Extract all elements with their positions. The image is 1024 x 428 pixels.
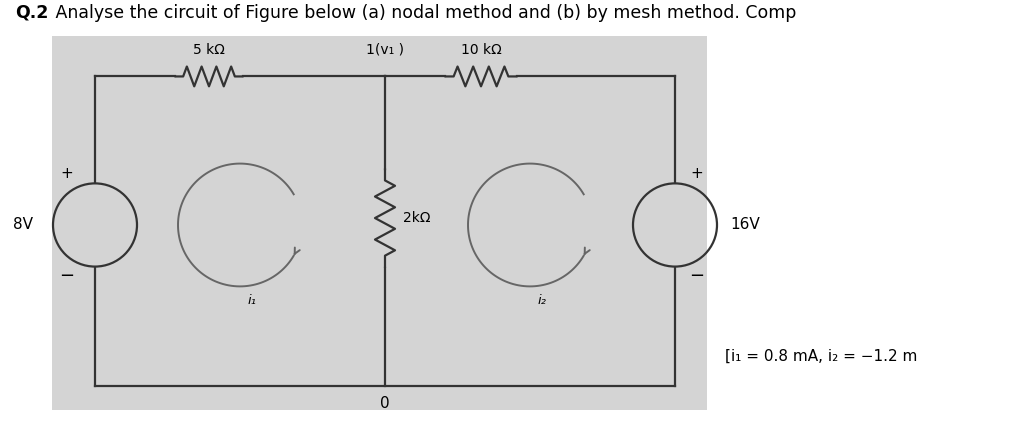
Text: 16V: 16V (730, 217, 760, 232)
Text: [i₁ = 0.8 mA, i₂ = −1.2 m: [i₁ = 0.8 mA, i₂ = −1.2 m (725, 349, 918, 364)
Text: 8V: 8V (13, 217, 33, 232)
Text: 1(v₁ ): 1(v₁ ) (366, 43, 404, 56)
Text: 10 kΩ: 10 kΩ (461, 43, 502, 56)
Text: 5 kΩ: 5 kΩ (194, 43, 225, 56)
Bar (52, 36, 707, 410)
Text: Q.2: Q.2 (15, 4, 48, 22)
Text: 0: 0 (380, 396, 390, 411)
Text: −: − (689, 268, 705, 285)
Text: Analyse the circuit of Figure below (a) nodal method and (b) by mesh method. Com: Analyse the circuit of Figure below (a) … (50, 4, 797, 22)
Text: 2kΩ: 2kΩ (403, 211, 430, 225)
Text: i₁: i₁ (248, 294, 256, 307)
Text: i₂: i₂ (538, 294, 547, 307)
Text: +: + (60, 166, 74, 181)
Text: −: − (59, 268, 75, 285)
Text: +: + (690, 166, 703, 181)
